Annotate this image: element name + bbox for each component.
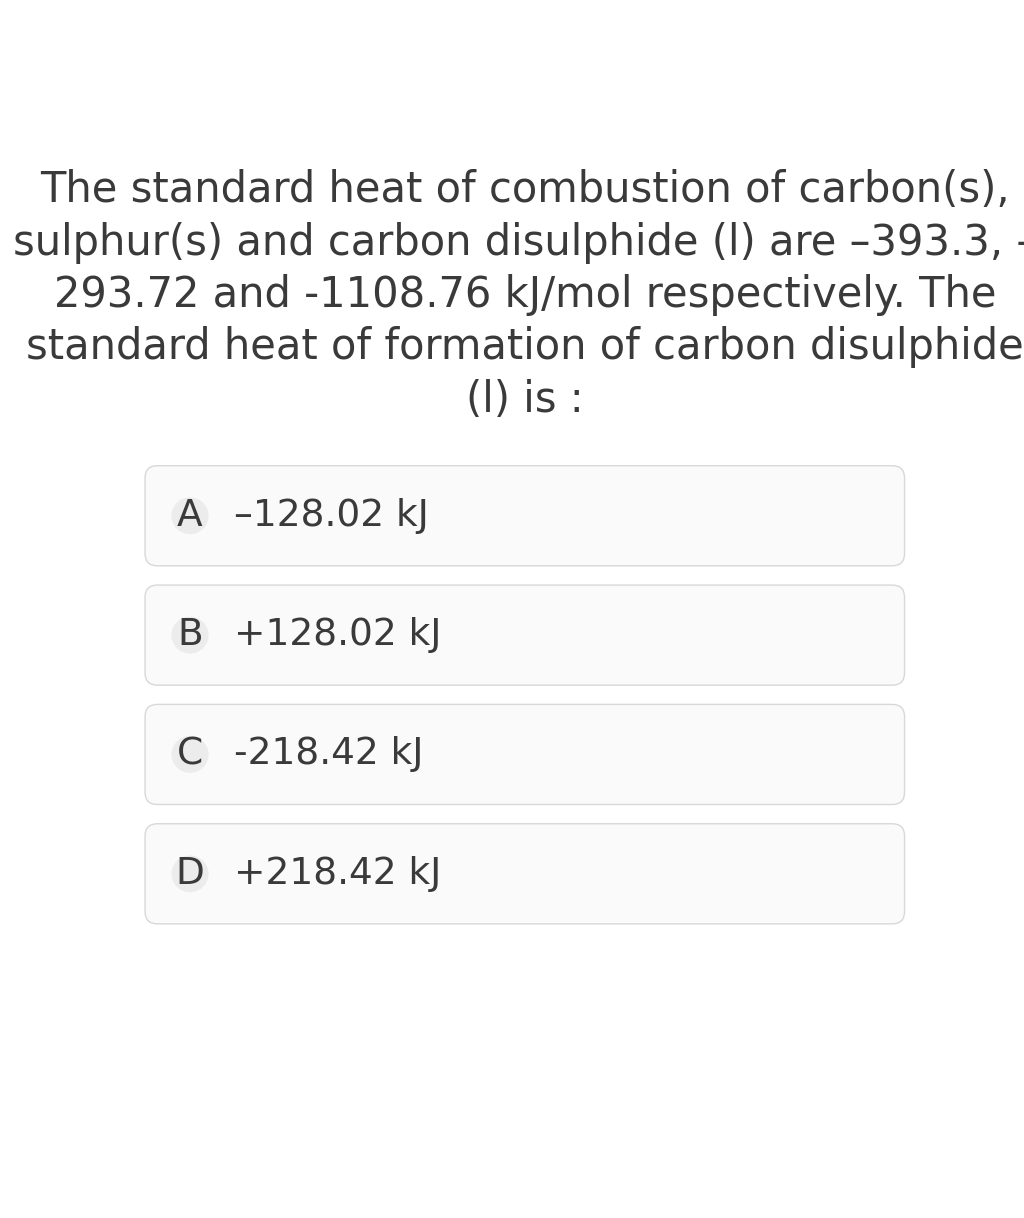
Text: –128.02 kJ: –128.02 kJ (234, 498, 429, 533)
Circle shape (172, 856, 208, 892)
FancyBboxPatch shape (145, 465, 904, 566)
FancyBboxPatch shape (145, 585, 904, 686)
Text: -218.42 kJ: -218.42 kJ (234, 737, 424, 772)
FancyBboxPatch shape (145, 704, 904, 805)
Text: C: C (177, 737, 203, 772)
Text: A: A (177, 498, 203, 533)
Text: B: B (177, 618, 203, 653)
Text: D: D (175, 856, 205, 892)
Text: standard heat of formation of carbon disulphide: standard heat of formation of carbon dis… (26, 326, 1024, 368)
Text: sulphur(s) and carbon disulphide (l) are –393.3, –: sulphur(s) and carbon disulphide (l) are… (12, 222, 1024, 263)
Text: 293.72 and -1108.76 kJ/mol respectively. The: 293.72 and -1108.76 kJ/mol respectively.… (53, 274, 996, 315)
Text: +218.42 kJ: +218.42 kJ (234, 856, 441, 892)
Circle shape (172, 618, 208, 653)
Text: (l) is :: (l) is : (466, 379, 584, 420)
Circle shape (172, 737, 208, 772)
Circle shape (172, 498, 208, 533)
FancyBboxPatch shape (145, 823, 904, 924)
Text: The standard heat of combustion of carbon(s),: The standard heat of combustion of carbo… (40, 169, 1010, 211)
Text: +128.02 kJ: +128.02 kJ (234, 618, 441, 653)
